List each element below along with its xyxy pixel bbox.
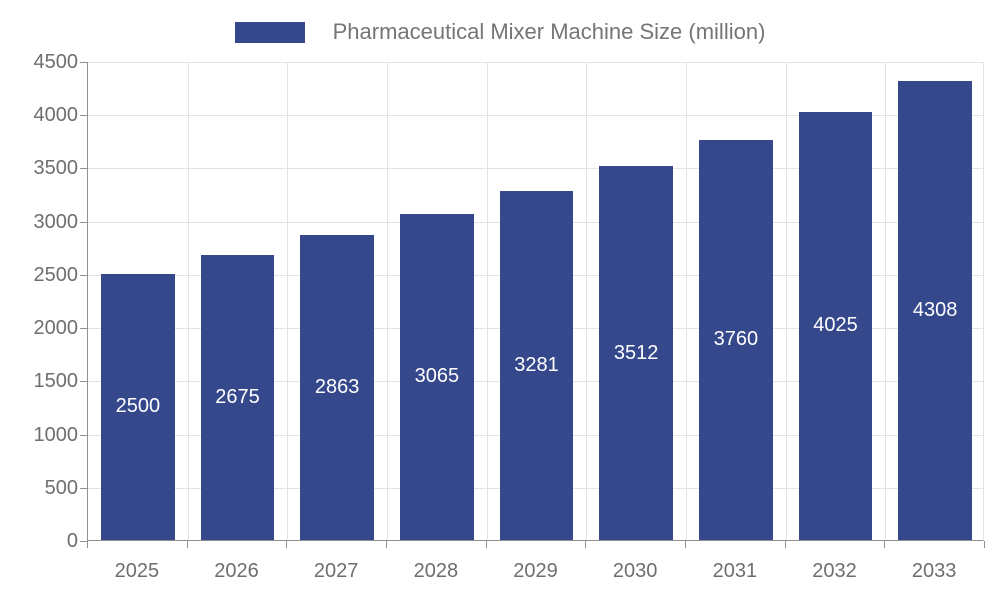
x-tick-mark bbox=[87, 541, 88, 548]
bar: 4025 bbox=[798, 111, 873, 540]
x-tick-mark bbox=[286, 541, 288, 548]
y-tick-label: 4000 bbox=[33, 104, 79, 127]
chart-legend: Pharmaceutical Mixer Machine Size (milli… bbox=[0, 19, 1000, 45]
x-tick-label: 2030 bbox=[612, 560, 658, 582]
y-tick-label: 1500 bbox=[33, 370, 79, 393]
y-tick-mark bbox=[80, 434, 87, 436]
bar-value-label: 3512 bbox=[613, 341, 659, 364]
y-tick-label: 4500 bbox=[33, 51, 79, 73]
y-tick-mark bbox=[80, 274, 87, 276]
bar: 2675 bbox=[200, 255, 275, 540]
x-tick-mark bbox=[784, 541, 786, 548]
legend-swatch bbox=[234, 21, 305, 43]
y-tick-mark bbox=[80, 381, 87, 383]
x-tick-label: 2025 bbox=[114, 560, 160, 582]
bar-value-label: 2500 bbox=[115, 395, 161, 418]
legend-label: Pharmaceutical Mixer Machine Size (milli… bbox=[332, 19, 766, 44]
x-tick-mark bbox=[186, 541, 188, 548]
x-tick-label: 2031 bbox=[712, 560, 758, 582]
y-tick-label: 500 bbox=[44, 476, 78, 499]
plot-area: 2500 2675 2863 3065 3281 3512 3760 4025 4308 bbox=[87, 62, 984, 541]
bar: 3281 bbox=[499, 190, 574, 540]
y-tick-mark bbox=[80, 62, 87, 63]
x-tick-mark bbox=[386, 541, 387, 548]
gridline-v bbox=[885, 62, 887, 540]
x-tick-label: 2026 bbox=[214, 560, 259, 582]
bar: 2863 bbox=[300, 235, 375, 540]
gridline-h bbox=[88, 62, 983, 63]
gridline-v bbox=[785, 62, 787, 540]
x-tick-label: 2032 bbox=[812, 560, 857, 582]
gridline-v bbox=[187, 62, 189, 540]
y-tick-label: 2500 bbox=[33, 263, 79, 286]
bar: 3065 bbox=[399, 213, 474, 540]
bar: 4308 bbox=[898, 81, 973, 540]
x-tick-label: 2029 bbox=[513, 560, 558, 582]
x-tick-mark bbox=[884, 541, 886, 548]
bar-value-label: 3281 bbox=[514, 353, 559, 376]
x-tick-mark bbox=[585, 541, 587, 548]
gridline-v bbox=[486, 62, 488, 540]
bar-value-label: 4025 bbox=[813, 314, 858, 337]
y-tick-mark bbox=[80, 221, 87, 223]
gridline-v bbox=[387, 62, 388, 540]
bar-value-label: 2863 bbox=[314, 376, 360, 399]
bar-value-label: 2675 bbox=[215, 386, 260, 409]
bar-value-label: 4308 bbox=[912, 299, 958, 322]
gridline-v bbox=[586, 62, 588, 540]
y-tick-mark bbox=[80, 328, 87, 330]
x-tick-label: 2027 bbox=[313, 560, 359, 582]
gridline-v bbox=[686, 62, 687, 540]
y-tick-label: 3500 bbox=[33, 157, 79, 180]
bar: 3760 bbox=[698, 139, 773, 540]
y-tick-mark bbox=[80, 115, 87, 117]
y-tick-label: 0 bbox=[66, 530, 78, 552]
x-tick-mark bbox=[685, 541, 686, 548]
gridline-h bbox=[88, 168, 983, 170]
y-tick-label: 3000 bbox=[33, 210, 79, 233]
bar-value-label: 3065 bbox=[414, 365, 460, 388]
y-tick-mark bbox=[80, 541, 87, 542]
x-tick-mark bbox=[984, 541, 985, 548]
y-tick-mark bbox=[80, 168, 87, 170]
x-tick-label: 2033 bbox=[911, 560, 957, 582]
y-tick-label: 1000 bbox=[33, 423, 79, 446]
bar: 3512 bbox=[599, 166, 674, 540]
bar-value-label: 3760 bbox=[713, 328, 759, 351]
gridline-h bbox=[88, 115, 983, 117]
bar: 2500 bbox=[100, 273, 175, 540]
y-tick-label: 2000 bbox=[33, 317, 79, 340]
x-tick-mark bbox=[485, 541, 487, 548]
x-tick-label: 2028 bbox=[413, 560, 459, 582]
y-tick-mark bbox=[80, 487, 87, 489]
gridline-v bbox=[287, 62, 289, 540]
